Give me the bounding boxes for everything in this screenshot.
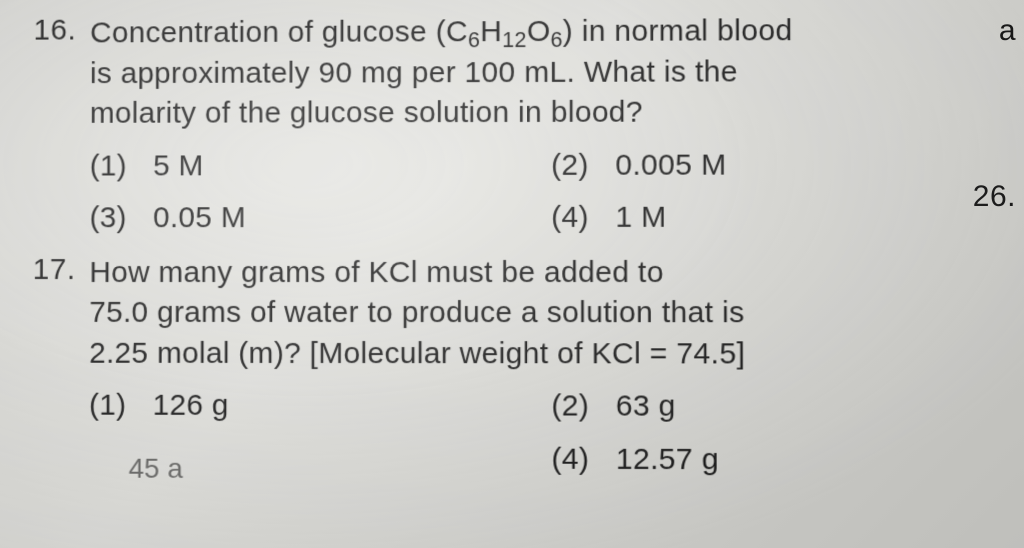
q17-body: How many grams of KCl must be added to 7… — [89, 252, 1010, 481]
q16-opt1[interactable]: (1) 5 M — [90, 145, 541, 186]
q16-number: 16. — [21, 14, 90, 48]
q16-body: Concentration of glucose (C6H12O6) in no… — [90, 10, 1009, 238]
q17-opt1[interactable]: (1) 126 g — [89, 386, 541, 427]
q17-number: 17. — [20, 253, 89, 287]
q16-line1b: ) in normal blood — [563, 14, 793, 48]
side-fragment-top: a — [999, 14, 1016, 48]
q16-opt2-label: (2) — [551, 145, 601, 186]
q17-line3: 2.25 molal (m)? [Molecular weight of KCl… — [89, 336, 745, 370]
q17-options: (1) 126 g (2) 63 g .. (4) 12.57 g — [89, 386, 1010, 481]
q17-opt1-text: 126 g — [153, 386, 229, 427]
q16-opt3-text: 0.05 M — [153, 198, 246, 238]
side-fragment-mid: 26. — [973, 180, 1016, 214]
q16-line3: molarity of the glucose solution in bloo… — [90, 96, 643, 130]
q17-opt1-label: (1) — [89, 386, 139, 427]
q17-opt4-label: (4) — [551, 439, 601, 480]
q16-opt3[interactable]: (3) 0.05 M — [90, 198, 542, 239]
q16-opt2[interactable]: (2) 0.005 M — [551, 145, 1008, 186]
q16-opt3-label: (3) — [90, 198, 140, 238]
q17-line2: 75.0 grams of water to produce a solutio… — [89, 296, 744, 329]
q17-opt2-label: (2) — [551, 386, 601, 427]
q16-line2: is approximately 90 mg per 100 mL. What … — [90, 55, 738, 90]
q16-opt4-text: 1 M — [615, 198, 666, 239]
formula-o: O — [527, 15, 551, 48]
q16-opt4-label: (4) — [551, 198, 601, 239]
formula-c-sub: 6 — [468, 27, 480, 52]
q16-options: (1) 5 M (2) 0.005 M (3) 0.05 M (4) 1 M — [90, 145, 1009, 239]
formula-o-sub: 6 — [550, 27, 562, 52]
q16-opt4[interactable]: (4) 1 M — [551, 197, 1008, 238]
q17-opt4[interactable]: (4) 12.57 g — [551, 439, 1009, 481]
q17-line1: How many grams of KCl must be added to — [89, 255, 663, 288]
q17-opt2-text: 63 g — [616, 386, 676, 427]
q16-line1a: Concentration of glucose (C — [90, 15, 468, 49]
q16-opt1-text: 5 M — [153, 146, 204, 186]
formula-h: H — [480, 15, 502, 48]
q17-opt2[interactable]: (2) 63 g — [551, 386, 1009, 428]
q17-opt4-text: 12.57 g — [616, 439, 719, 480]
q16-opt1-label: (1) — [90, 146, 140, 186]
formula-h-sub: 12 — [502, 27, 527, 52]
bottom-cut-fragment: 45 a — [129, 453, 183, 485]
q16-opt2-text: 0.005 M — [615, 145, 726, 186]
